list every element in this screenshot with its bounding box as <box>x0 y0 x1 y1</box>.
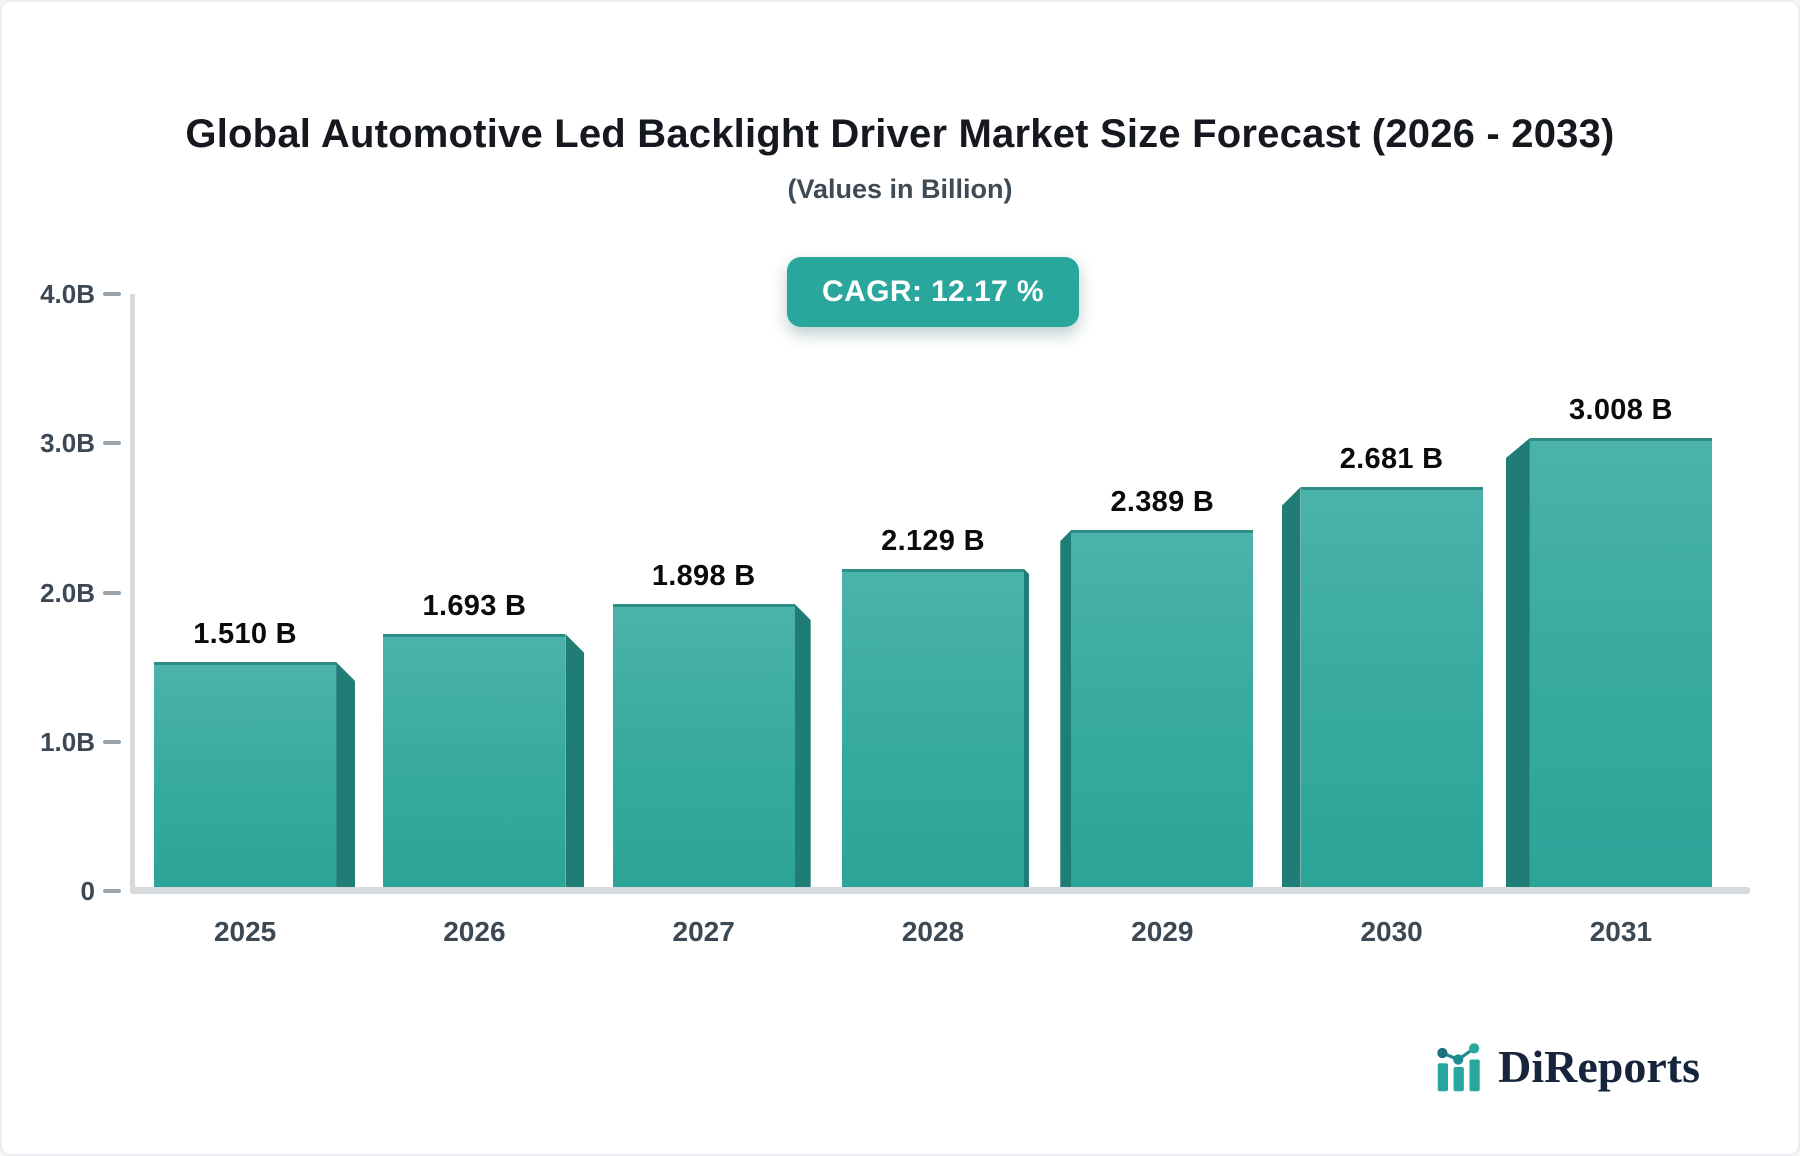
y-axis-label: 3.0B <box>40 428 95 459</box>
brand-logo-text: DiReports <box>1498 1041 1700 1092</box>
y-tick-dash <box>103 739 121 744</box>
x-axis-label: 2029 <box>1131 916 1194 947</box>
y-tick-dash <box>103 441 121 446</box>
x-axis-label: 2031 <box>1589 916 1653 947</box>
bar-2031 <box>1505 438 1712 887</box>
bar-2029 <box>1060 530 1254 887</box>
bar-front-face <box>154 662 337 887</box>
y-tick-dash <box>103 590 121 595</box>
bar-side-face <box>1281 487 1301 887</box>
y-tick-dash <box>103 889 121 893</box>
y-axis-label: 1.0B <box>40 726 95 757</box>
y-axis-label: 4.0B <box>40 279 95 309</box>
bar-2028 <box>842 569 1029 887</box>
bar-front-face <box>1071 530 1254 887</box>
y-axis-line <box>130 294 135 891</box>
x-axis-label: 2025 <box>213 916 277 947</box>
y-tick-dash <box>103 292 121 296</box>
bar-front-face <box>383 634 566 887</box>
bar-2026 <box>383 634 585 887</box>
bar-chart-logo-icon <box>1434 1039 1490 1095</box>
brand-logo: DiReports <box>1434 1038 1700 1096</box>
bar-side-face <box>336 662 356 887</box>
cagr-badge-label: CAGR: 12.17 % <box>822 275 1044 308</box>
y-axis-label: 0 <box>80 876 95 906</box>
chart-title: Global Automotive Led Backlight Driver M… <box>185 112 1615 156</box>
bar-front-face <box>1529 438 1712 887</box>
x-axis-label: 2027 <box>672 916 735 947</box>
bar-side-face <box>794 604 811 887</box>
x-axis-label: 2026 <box>443 916 506 947</box>
bar-front-face <box>612 604 795 887</box>
bar-2027 <box>612 604 811 887</box>
bar-value-label: 1.898 B <box>651 560 756 592</box>
x-axis-line <box>130 887 1750 894</box>
bar-value-label: 1.693 B <box>422 590 527 622</box>
bar-value-label: 2.129 B <box>881 525 985 557</box>
x-axis-label: 2028 <box>901 916 965 947</box>
bar-front-face <box>1300 487 1483 887</box>
chart-subtitle: (Values in Billion) <box>787 174 1013 204</box>
bar-2025 <box>154 662 356 887</box>
bar-side-face <box>1024 569 1029 887</box>
x-axis-label: 2030 <box>1360 916 1423 947</box>
bar-side-face <box>565 634 585 887</box>
bar-value-label: 2.681 B <box>1339 443 1444 475</box>
cagr-badge: CAGR: 12.17 % <box>787 257 1079 327</box>
y-axis-label: 2.0B <box>40 577 95 608</box>
bar-value-label: 1.510 B <box>193 618 297 650</box>
bar-2030 <box>1281 487 1483 887</box>
bar-side-face <box>1060 530 1072 887</box>
bar-side-face <box>1505 438 1530 887</box>
bar-front-face <box>842 569 1024 887</box>
bar-value-label: 2.389 B <box>1110 486 1215 518</box>
bar-value-label: 3.008 B <box>1569 394 1673 426</box>
